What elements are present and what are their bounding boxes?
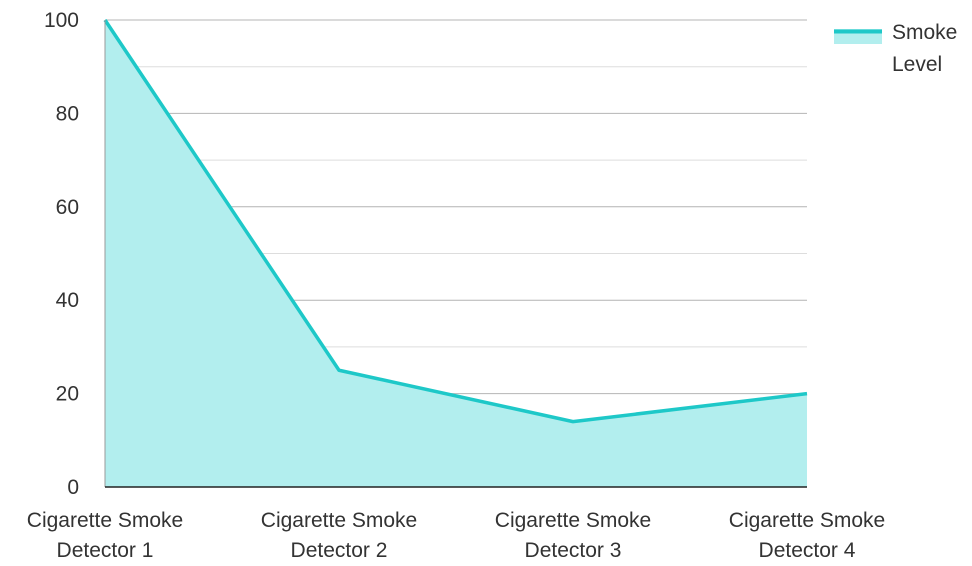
x-tick-label: Cigarette Smoke Detector 4: [729, 509, 885, 561]
y-tick-label: 60: [56, 196, 79, 219]
x-tick-label-line: Cigarette Smoke: [495, 509, 651, 532]
legend-label-smoke-level: Smoke Level: [892, 21, 957, 76]
legend-label-line: Smoke: [892, 21, 957, 44]
x-tick-label-line: Detector 4: [759, 539, 856, 561]
y-tick-label: 40: [56, 289, 79, 312]
x-tick-label: Cigarette Smoke Detector 2: [261, 509, 417, 561]
x-tick-label-line: Detector 1: [57, 539, 154, 561]
y-tick-label: 20: [56, 383, 79, 406]
y-tick-labels: 0 20 40 60 80 100: [44, 9, 79, 499]
y-tick-label: 0: [67, 476, 79, 499]
y-tick-label: 100: [44, 9, 79, 32]
legend-label-line: Level: [892, 53, 942, 76]
x-tick-label-line: Detector 2: [291, 539, 388, 561]
y-tick-label: 80: [56, 102, 79, 125]
x-tick-label: Cigarette Smoke Detector 1: [27, 509, 183, 561]
x-tick-label-line: Cigarette Smoke: [261, 509, 417, 532]
x-tick-label: Cigarette Smoke Detector 3: [495, 509, 651, 561]
x-tick-label-line: Detector 3: [525, 539, 622, 561]
x-tick-label-line: Cigarette Smoke: [27, 509, 183, 532]
legend: Smoke Level: [834, 21, 957, 76]
x-tick-label-line: Cigarette Smoke: [729, 509, 885, 532]
